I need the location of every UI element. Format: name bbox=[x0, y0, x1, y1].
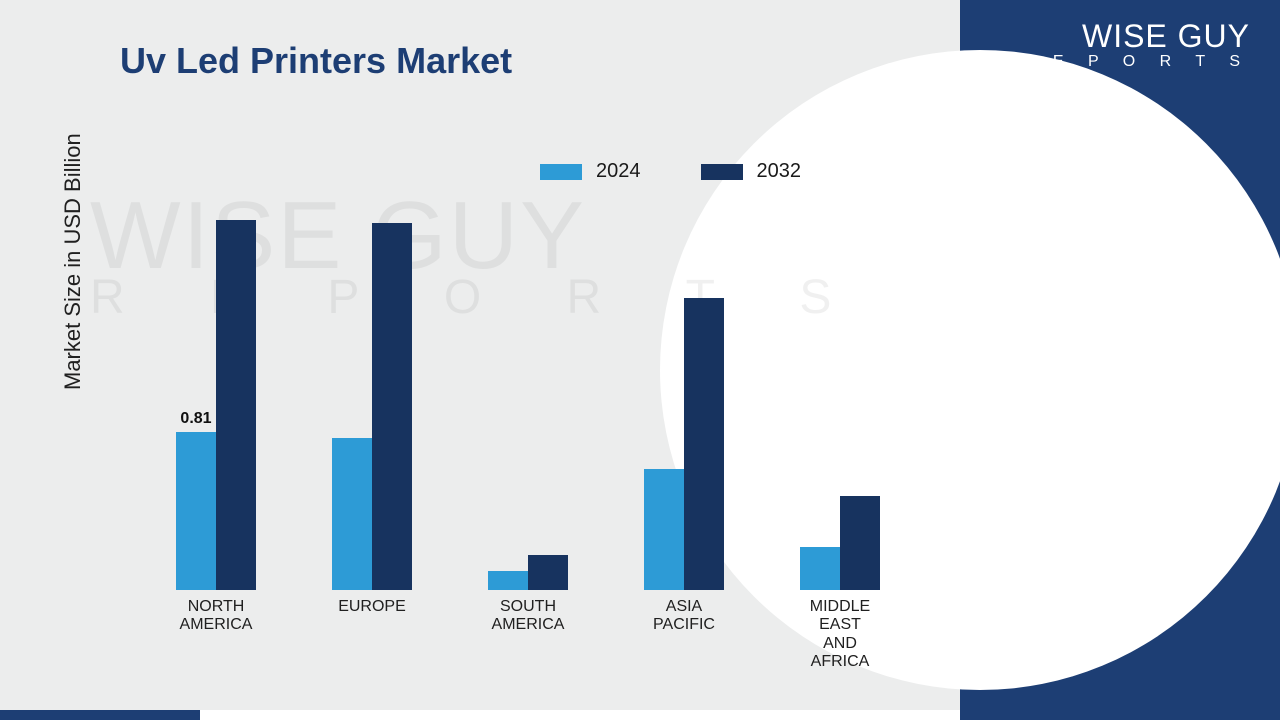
chart-title: Uv Led Printers Market bbox=[120, 40, 512, 82]
logo-line1: WISE GUY bbox=[1017, 18, 1250, 55]
category-label: EUROPE bbox=[294, 590, 450, 616]
bar-2032 bbox=[684, 298, 724, 591]
bar-2032 bbox=[840, 496, 880, 590]
category-label: SOUTHAMERICA bbox=[450, 590, 606, 635]
legend-swatch-2024 bbox=[540, 164, 582, 180]
legend-label-2032: 2032 bbox=[757, 160, 802, 183]
legend-swatch-2032 bbox=[701, 164, 743, 180]
legend-item-2032: 2032 bbox=[701, 160, 802, 183]
bar-2024 bbox=[488, 571, 528, 591]
legend: 2024 2032 bbox=[540, 160, 801, 183]
bar-2032 bbox=[372, 223, 412, 590]
bar-2024: 0.81 bbox=[176, 432, 216, 590]
bar-value-label: 0.81 bbox=[180, 410, 211, 428]
category-label: NORTHAMERICA bbox=[138, 590, 294, 635]
bar-2032 bbox=[528, 555, 568, 590]
plot-area: 0.81NORTHAMERICAEUROPESOUTHAMERICAASIAPA… bbox=[138, 200, 918, 590]
footer-accent bbox=[0, 710, 200, 720]
brand-logo: WISE GUY R E P O R T S bbox=[1017, 18, 1250, 71]
legend-label-2024: 2024 bbox=[596, 160, 641, 183]
legend-item-2024: 2024 bbox=[540, 160, 641, 183]
category-label: MIDDLEEASTANDAFRICA bbox=[762, 590, 918, 672]
bar-2024 bbox=[644, 469, 684, 590]
bar-2024 bbox=[800, 547, 840, 590]
y-axis-label: Market Size in USD Billion bbox=[60, 133, 86, 390]
chart-canvas: WISE GUY R E P O R T S WISE GUY R E P O … bbox=[0, 0, 1280, 720]
bar-2024 bbox=[332, 438, 372, 590]
category-label: ASIAPACIFIC bbox=[606, 590, 762, 635]
bar-2032 bbox=[216, 220, 256, 591]
logo-line2: R E P O R T S bbox=[1017, 53, 1250, 71]
